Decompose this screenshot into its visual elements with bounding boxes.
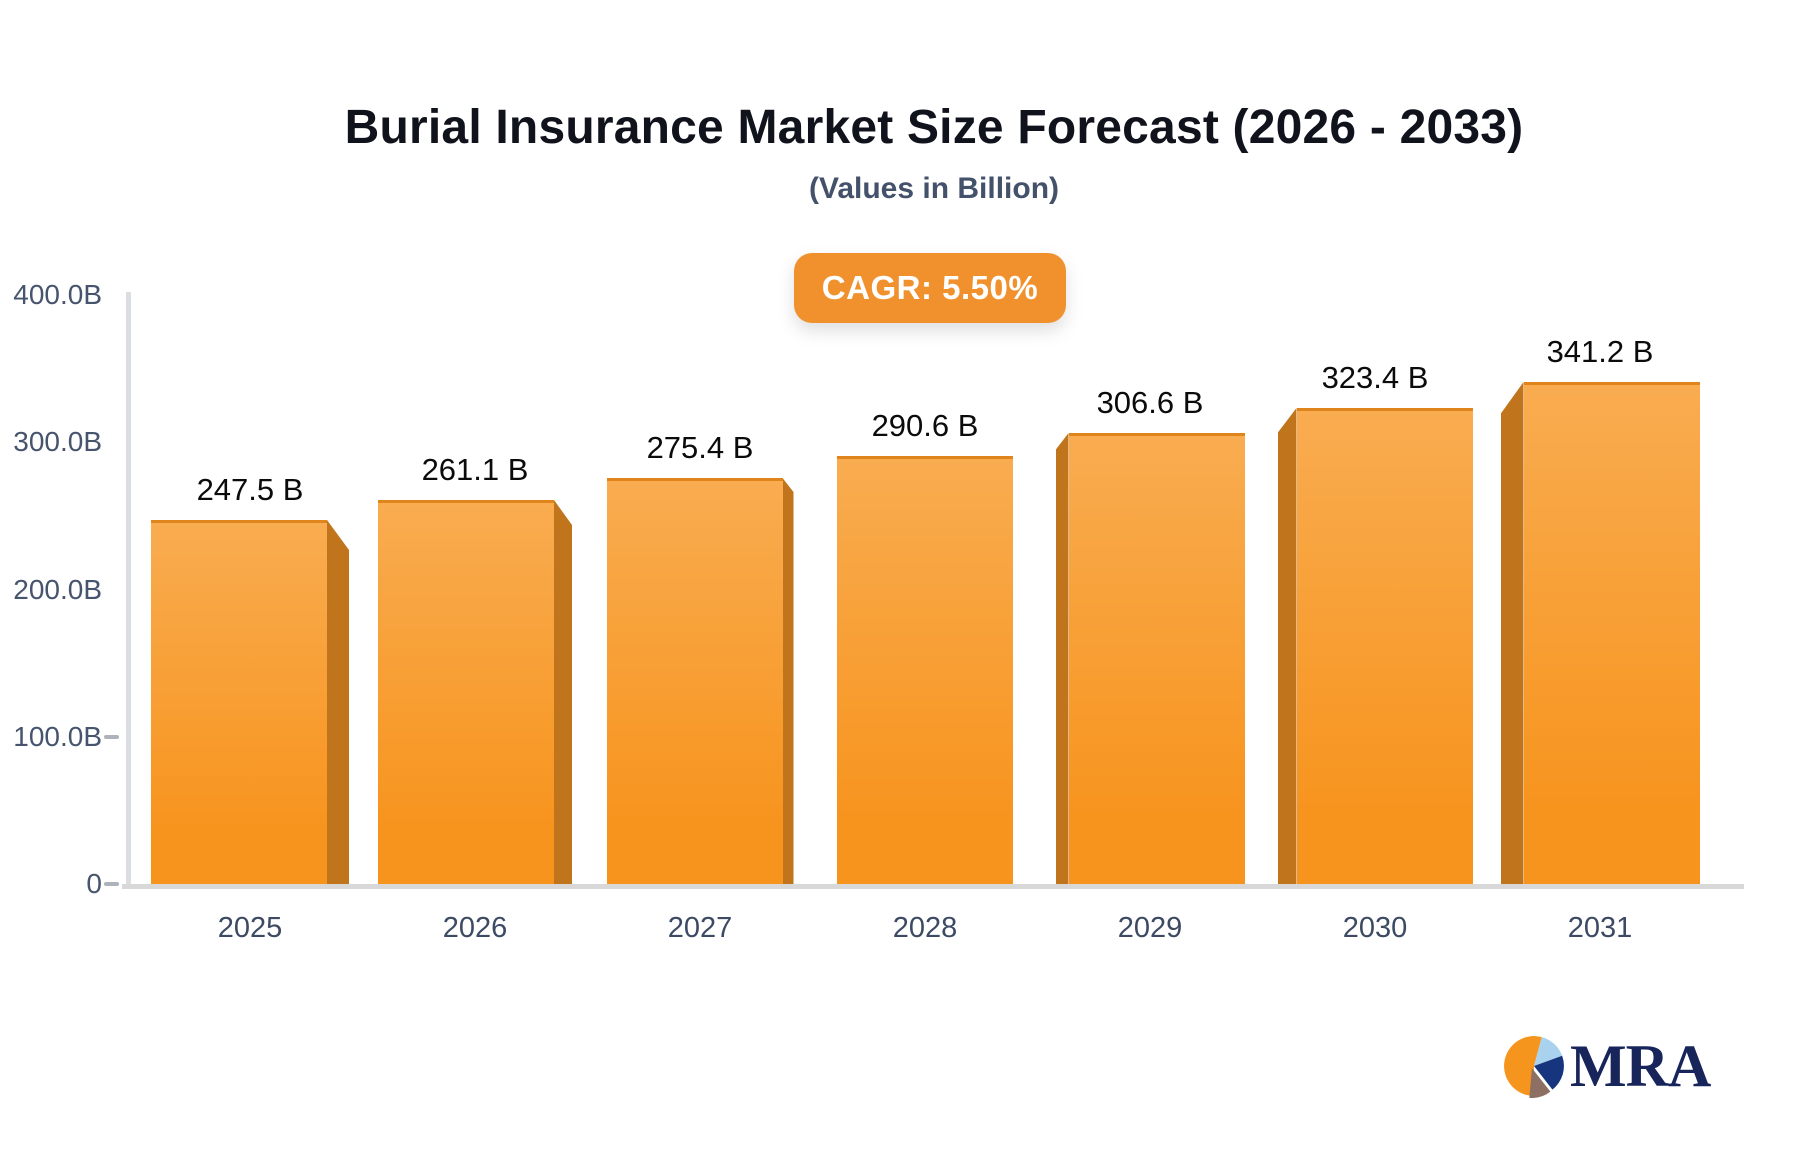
bar-side-face [554,500,572,884]
x-axis-line [122,884,1744,889]
y-axis-label-200.0B: 200.0B [13,573,102,605]
mra-logo: MRA [1502,1033,1711,1099]
x-axis-label-2026: 2026 [442,912,508,944]
bar-2030: 323.4 B [1277,360,1473,884]
bar-value-label: 306.6 B [1096,385,1204,420]
bar-2025: 247.5 B [151,472,349,884]
bar-2027: 275.4 B [606,430,794,884]
bar-2026: 261.1 B [378,452,572,884]
bar-value-label: 341.2 B [1546,334,1654,369]
bar-2028: 290.6 B [837,408,1013,884]
x-axis-label-2030: 2030 [1342,912,1408,944]
bar-side-face [1500,382,1524,884]
pie-slice-navy [1534,1055,1564,1090]
pie-slice-light-blue [1534,1037,1563,1066]
bar-value-label: 290.6 B [871,408,979,443]
x-axis-label-2025: 2025 [217,912,283,944]
bar-side-face [327,520,349,884]
x-axis-label-2027: 2027 [667,912,733,944]
chart-subtitle: (Values in Billion) [808,172,1060,205]
x-axis-label-2031: 2031 [1567,912,1633,944]
x-axis-label-2029: 2029 [1117,912,1183,944]
bar-face [151,520,327,884]
bar-side-face [1055,433,1069,884]
bar-value-label: 247.5 B [196,472,304,507]
bar-2031: 341.2 B [1500,334,1700,884]
mra-logo-pie-icon [1504,1036,1564,1098]
y-axis-label-100.0B: 100.0B [13,720,102,752]
bar-value-label: 261.1 B [421,452,529,487]
cagr-badge: CAGR: 5.50% [794,253,1066,323]
y-axis-label-0: 0 [86,868,102,899]
y-axis-label-400.0B: 400.0B [13,279,102,310]
y-axis-line [126,292,131,884]
mra-logo-text: MRA [1570,1033,1711,1099]
bar-face [606,478,783,884]
bar-value-label: 275.4 B [646,430,754,465]
bar-face [837,456,1013,884]
cagr-badge-label: CAGR: 5.50% [821,269,1039,306]
bar-face [378,500,554,884]
pie-slice-brown [1529,1068,1551,1098]
bar-side-face [782,478,794,884]
bar-face [1068,433,1245,884]
x-axis-label-2028: 2028 [892,912,958,944]
y-axis-tick-100.0B [104,734,119,739]
bar-face [1296,408,1473,884]
y-axis-label-300.0B: 300.0B [13,426,102,458]
chart-title: Burial Insurance Market Size Forecast (2… [344,101,1524,154]
bar-face [1523,382,1700,884]
bar-2029: 306.6 B [1055,385,1245,884]
y-axis-tick-0 [104,882,119,886]
bar-side-face [1277,408,1297,884]
bar-value-label: 323.4 B [1321,360,1429,395]
